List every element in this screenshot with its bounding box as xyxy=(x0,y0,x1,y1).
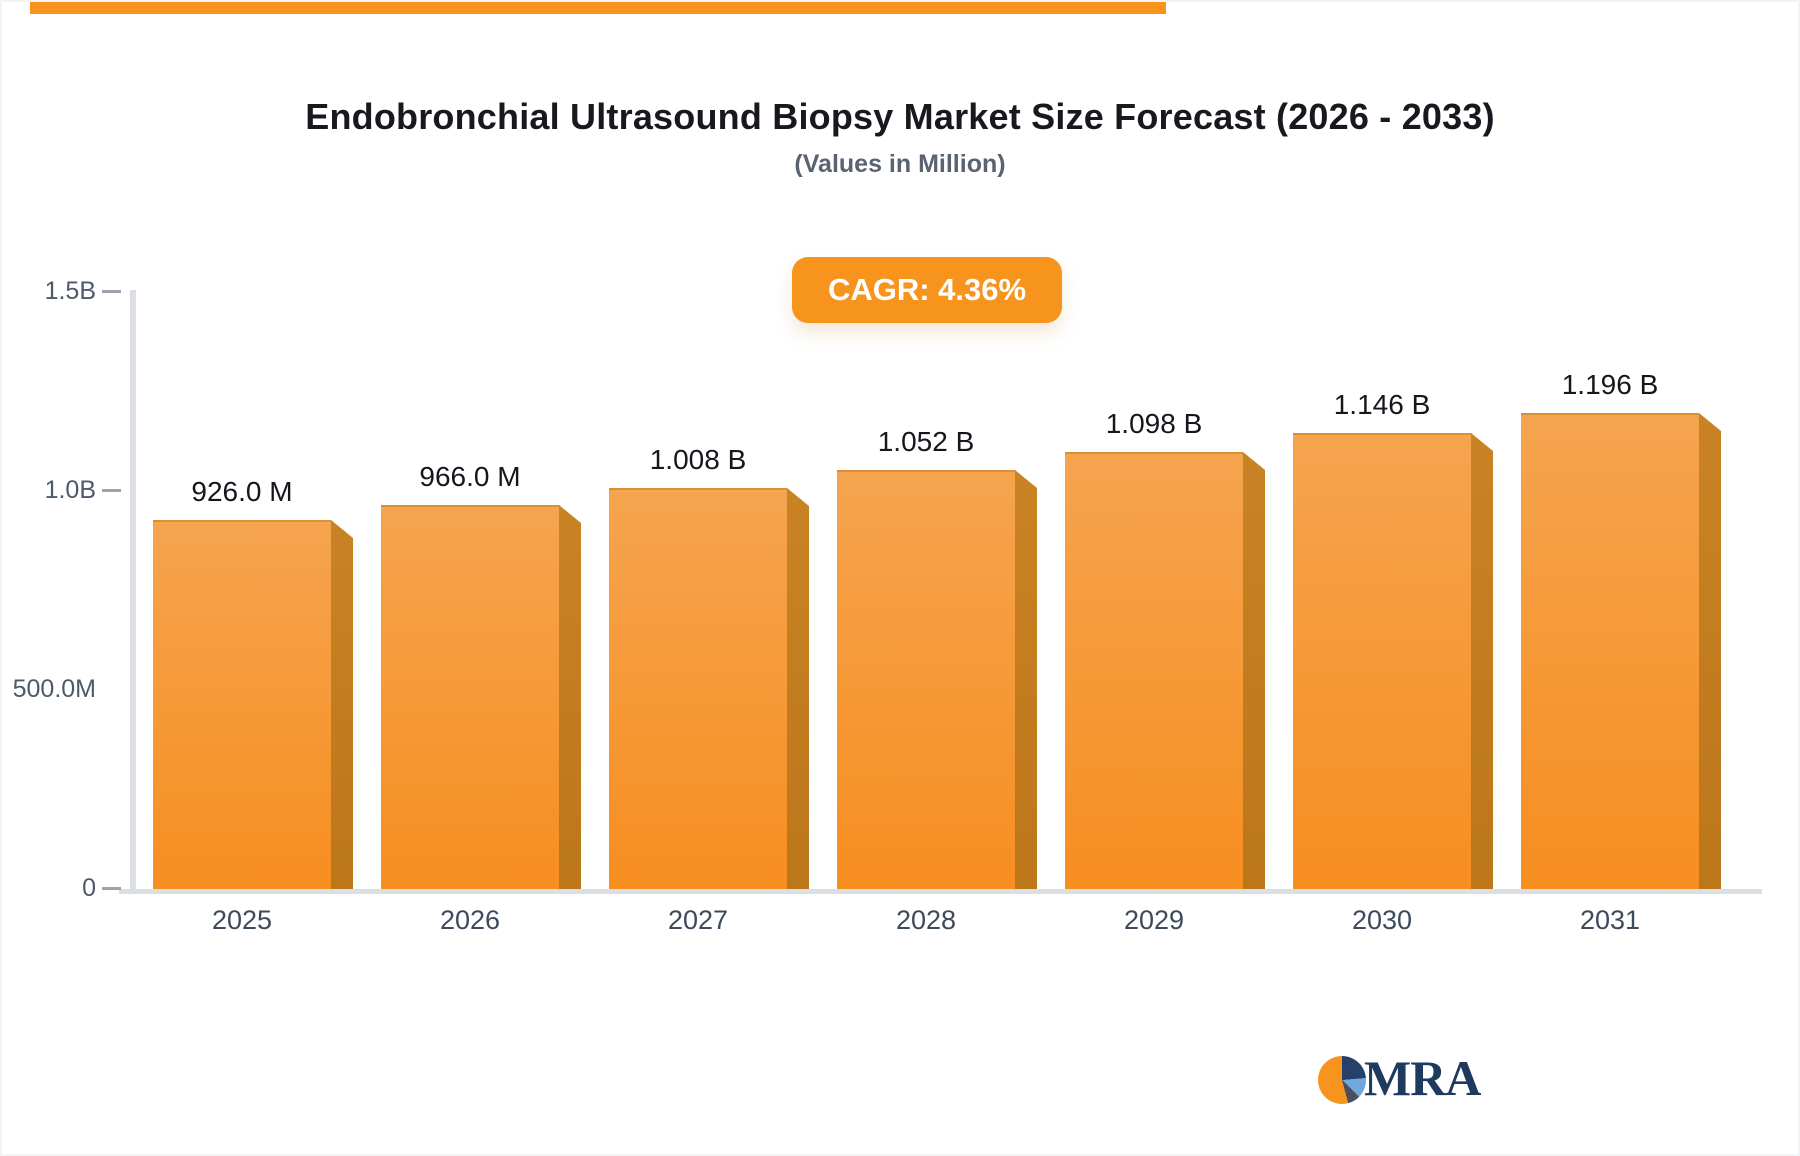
top-accent-bar xyxy=(30,2,1166,14)
pie-circle-icon xyxy=(1318,1056,1366,1104)
x-axis-label: 2025 xyxy=(211,905,273,935)
bar-value-label: 926.0 M xyxy=(191,476,293,507)
bar-value-label: 966.0 M xyxy=(419,461,521,492)
bar-side-2030 xyxy=(1471,433,1493,889)
x-axis-label: 2028 xyxy=(895,905,957,935)
bar-side-2026 xyxy=(559,505,581,889)
bar-value-label: 1.098 B xyxy=(1105,408,1203,439)
x-axis-label: 2026 xyxy=(439,905,501,935)
bar-2028 xyxy=(837,470,1015,889)
bar-value-label: 1.008 B xyxy=(649,444,747,475)
y-axis-tick xyxy=(102,887,121,890)
bar-2031 xyxy=(1521,413,1699,889)
bar-2030 xyxy=(1293,433,1471,889)
mra-logo-text: MRA xyxy=(1364,1050,1481,1106)
bar-value-label: 1.052 B xyxy=(877,426,975,457)
x-axis-label: 2031 xyxy=(1579,905,1641,935)
bar-value-label: 1.196 B xyxy=(1561,369,1659,400)
x-axis-baseline xyxy=(119,889,1762,894)
x-axis-label: 2027 xyxy=(667,905,729,935)
y-axis-label: 500.0M xyxy=(12,675,96,703)
y-axis-label: 1.5B xyxy=(44,277,96,305)
bar-value-label: 1.146 B xyxy=(1333,389,1431,420)
bar-2029 xyxy=(1065,452,1243,889)
y-axis-label: 1.0B xyxy=(44,476,96,504)
bar-2027 xyxy=(609,488,787,889)
bar-2026 xyxy=(381,505,559,889)
x-axis-label: 2029 xyxy=(1123,905,1185,935)
bar-2025 xyxy=(153,520,331,889)
y-axis-tick xyxy=(102,290,121,293)
chart-subtitle: (Values in Million) xyxy=(794,150,1006,178)
x-axis-label: 2030 xyxy=(1351,905,1413,935)
bar-side-2029 xyxy=(1243,452,1265,889)
y-axis-line xyxy=(130,290,136,890)
y-axis-label: 0 xyxy=(82,874,96,902)
bar-side-2027 xyxy=(787,488,809,889)
bar-side-2031 xyxy=(1699,413,1721,889)
y-axis-tick xyxy=(102,489,121,492)
bar-side-2028 xyxy=(1015,470,1037,889)
bar-side-2025 xyxy=(331,520,353,889)
chart-title: Endobronchial Ultrasound Biopsy Market S… xyxy=(305,96,1495,137)
cagr-badge: CAGR: 4.36% xyxy=(792,257,1062,323)
